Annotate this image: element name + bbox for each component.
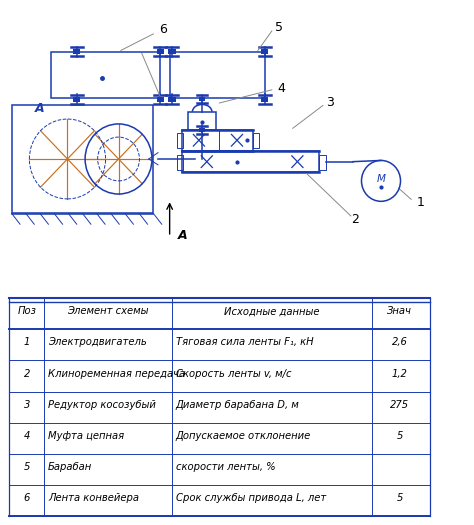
Text: Срок службы привода L, лет: Срок службы привода L, лет bbox=[176, 494, 326, 503]
Text: Барабан: Барабан bbox=[48, 462, 92, 472]
Bar bbox=[188, 112, 216, 130]
Text: 4: 4 bbox=[277, 82, 285, 95]
Text: Поз: Поз bbox=[18, 306, 36, 316]
Text: Диаметр барабана D, м: Диаметр барабана D, м bbox=[176, 400, 300, 410]
Bar bbox=[12, 106, 154, 213]
Text: 2,6: 2,6 bbox=[392, 338, 408, 348]
Text: 6: 6 bbox=[159, 24, 167, 36]
Text: A: A bbox=[178, 229, 187, 243]
Text: 275: 275 bbox=[390, 400, 409, 410]
Text: 6: 6 bbox=[24, 494, 30, 503]
Bar bbox=[261, 49, 268, 55]
Text: Редуктор косозубый: Редуктор косозубый bbox=[48, 400, 156, 410]
Text: 5: 5 bbox=[275, 21, 283, 34]
Text: 3: 3 bbox=[24, 400, 30, 410]
Text: A: A bbox=[35, 102, 45, 115]
Bar bbox=[199, 97, 205, 101]
Bar bbox=[177, 133, 183, 148]
Bar bbox=[157, 97, 164, 102]
Text: 5: 5 bbox=[396, 431, 403, 441]
Bar bbox=[51, 52, 160, 98]
Text: 1: 1 bbox=[417, 196, 424, 209]
Text: 1: 1 bbox=[24, 338, 30, 348]
Text: Муфта цепная: Муфта цепная bbox=[48, 431, 124, 441]
Text: 2: 2 bbox=[24, 369, 30, 379]
Text: 5: 5 bbox=[396, 494, 403, 503]
Text: 4: 4 bbox=[24, 431, 30, 441]
Text: Знач: Знач bbox=[387, 306, 412, 316]
Bar bbox=[177, 155, 183, 170]
Text: 2: 2 bbox=[352, 213, 359, 226]
Bar bbox=[253, 133, 259, 148]
Text: Скорость ленты v, м/с: Скорость ленты v, м/с bbox=[176, 369, 291, 379]
Text: Допускаемое отклонение: Допускаемое отклонение bbox=[176, 431, 311, 441]
Bar bbox=[319, 155, 326, 170]
Text: Исходные данные: Исходные данные bbox=[224, 306, 319, 316]
Text: Тяговая сила ленты F₁, кН: Тяговая сила ленты F₁, кН bbox=[176, 338, 313, 348]
Text: скорости ленты, %: скорости ленты, % bbox=[176, 462, 275, 472]
Text: Клиноременная передача: Клиноременная передача bbox=[48, 369, 185, 379]
Bar bbox=[168, 49, 175, 55]
Bar bbox=[73, 49, 81, 55]
Text: 1,2: 1,2 bbox=[392, 369, 408, 379]
Text: Лента конвейера: Лента конвейера bbox=[48, 494, 139, 503]
Bar bbox=[73, 97, 81, 102]
Text: M: M bbox=[376, 174, 385, 184]
Bar bbox=[199, 128, 205, 132]
Bar bbox=[182, 130, 253, 151]
Text: Элемент схемы: Элемент схемы bbox=[67, 306, 149, 316]
Bar bbox=[261, 97, 268, 102]
Bar bbox=[157, 49, 164, 55]
Bar bbox=[182, 151, 319, 172]
Text: Электродвигатель: Электродвигатель bbox=[48, 338, 146, 348]
Bar bbox=[168, 97, 175, 102]
Text: 5: 5 bbox=[24, 462, 30, 472]
Text: 3: 3 bbox=[326, 97, 334, 110]
Bar bbox=[170, 52, 265, 98]
